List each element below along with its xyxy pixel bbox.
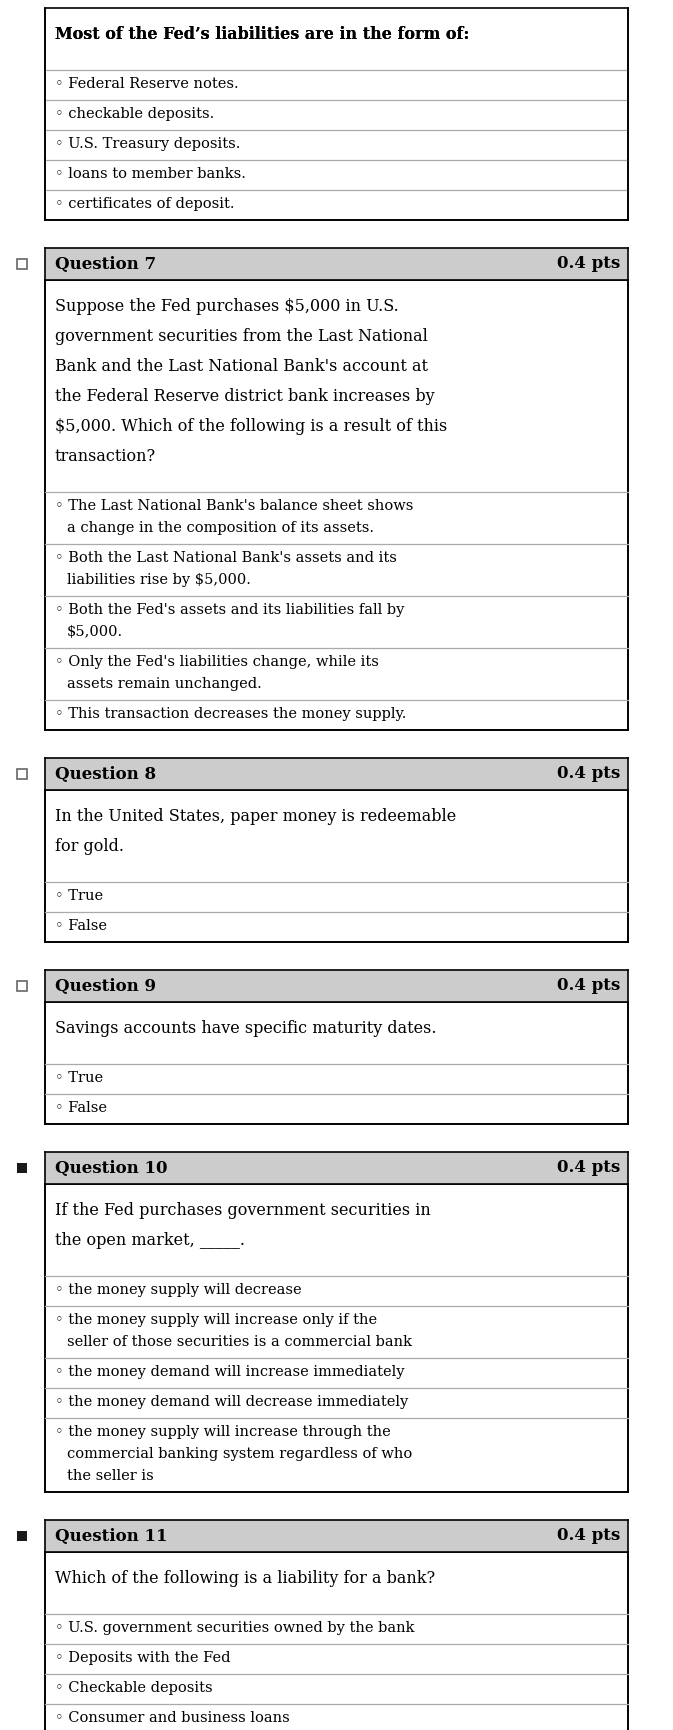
Text: ◦ Both the Last National Bank's assets and its: ◦ Both the Last National Bank's assets a…	[55, 550, 397, 566]
Text: ◦ Both the Fed's assets and its liabilities fall by: ◦ Both the Fed's assets and its liabilit…	[55, 604, 404, 618]
Text: ◦ checkable deposits.: ◦ checkable deposits.	[55, 107, 214, 121]
Text: liabilities rise by $5,000.: liabilities rise by $5,000.	[67, 573, 251, 586]
Text: assets remain unchanged.: assets remain unchanged.	[67, 676, 262, 690]
Bar	[45, 1002, 628, 1124]
Text: ◦ the money demand will increase immediately: ◦ the money demand will increase immedia…	[55, 1365, 404, 1379]
Text: a change in the composition of its assets.: a change in the composition of its asset…	[67, 521, 374, 535]
Bar	[45, 247, 628, 280]
Bar	[17, 260, 27, 268]
Text: Most of the Fed’s liabilities are in the form of:: Most of the Fed’s liabilities are in the…	[55, 26, 469, 43]
Text: the Federal Reserve district bank increases by: the Federal Reserve district bank increa…	[55, 388, 435, 405]
Text: transaction?: transaction?	[55, 448, 156, 465]
Text: 0.4 pts: 0.4 pts	[557, 977, 620, 995]
Bar	[45, 9, 628, 220]
Text: ◦ the money supply will decrease: ◦ the money supply will decrease	[55, 1284, 302, 1298]
Text: $5,000.: $5,000.	[67, 625, 123, 638]
Bar	[17, 981, 27, 991]
Bar	[17, 1531, 27, 1541]
Bar	[45, 971, 628, 1002]
Text: $5,000. Which of the following is a result of this: $5,000. Which of the following is a resu…	[55, 419, 448, 434]
Text: ◦ U.S. Treasury deposits.: ◦ U.S. Treasury deposits.	[55, 137, 240, 151]
Text: ◦ Consumer and business loans: ◦ Consumer and business loans	[55, 1711, 290, 1725]
Bar	[45, 758, 628, 791]
Text: ◦ the money supply will increase through the: ◦ the money supply will increase through…	[55, 1426, 391, 1439]
Text: ◦ True: ◦ True	[55, 889, 103, 903]
Text: ◦ U.S. government securities owned by the bank: ◦ U.S. government securities owned by th…	[55, 1621, 415, 1635]
Text: ◦ Deposits with the Fed: ◦ Deposits with the Fed	[55, 1650, 230, 1664]
Text: ◦ Federal Reserve notes.: ◦ Federal Reserve notes.	[55, 78, 239, 92]
Text: ◦ Only the Fed's liabilities change, while its: ◦ Only the Fed's liabilities change, whi…	[55, 656, 379, 670]
Text: ◦ the money demand will decrease immediately: ◦ the money demand will decrease immedia…	[55, 1394, 409, 1408]
Text: Bank and the Last National Bank's account at: Bank and the Last National Bank's accoun…	[55, 358, 428, 375]
Text: 0.4 pts: 0.4 pts	[557, 1159, 620, 1176]
Text: If the Fed purchases government securities in: If the Fed purchases government securiti…	[55, 1202, 431, 1220]
Text: Question 9: Question 9	[55, 977, 156, 995]
Bar	[45, 1183, 628, 1491]
Text: 0.4 pts: 0.4 pts	[557, 765, 620, 782]
Bar	[45, 1152, 628, 1183]
Text: ◦ The Last National Bank's balance sheet shows: ◦ The Last National Bank's balance sheet…	[55, 498, 413, 514]
Text: the seller is: the seller is	[67, 1469, 153, 1483]
Bar	[45, 1552, 628, 1730]
Text: ◦ False: ◦ False	[55, 919, 107, 932]
Text: Question 8: Question 8	[55, 765, 156, 782]
Text: Suppose the Fed purchases $5,000 in U.S.: Suppose the Fed purchases $5,000 in U.S.	[55, 298, 398, 315]
Bar	[45, 791, 628, 943]
Text: Question 7: Question 7	[55, 256, 156, 273]
Bar	[45, 280, 628, 730]
Text: seller of those securities is a commercial bank: seller of those securities is a commerci…	[67, 1336, 412, 1349]
Text: ◦ Checkable deposits: ◦ Checkable deposits	[55, 1682, 213, 1695]
Text: ◦ True: ◦ True	[55, 1071, 103, 1085]
Text: Most of the Fed’s liabilities are in the form of:: Most of the Fed’s liabilities are in the…	[55, 26, 469, 43]
Bar	[45, 1521, 628, 1552]
Text: Question 11: Question 11	[55, 1528, 168, 1545]
Text: 0.4 pts: 0.4 pts	[557, 1528, 620, 1545]
Text: 0.4 pts: 0.4 pts	[557, 256, 620, 273]
Text: Savings accounts have specific maturity dates.: Savings accounts have specific maturity …	[55, 1021, 437, 1036]
Text: Which of the following is a liability for a bank?: Which of the following is a liability fo…	[55, 1571, 435, 1586]
Text: In the United States, paper money is redeemable: In the United States, paper money is red…	[55, 808, 456, 825]
Text: Question 10: Question 10	[55, 1159, 168, 1176]
Bar	[17, 1163, 27, 1173]
Text: ◦ This transaction decreases the money supply.: ◦ This transaction decreases the money s…	[55, 708, 406, 721]
Text: commercial banking system regardless of who: commercial banking system regardless of …	[67, 1446, 413, 1462]
Text: ◦ certificates of deposit.: ◦ certificates of deposit.	[55, 197, 234, 211]
Text: the open market, _____.: the open market, _____.	[55, 1232, 245, 1249]
Text: government securities from the Last National: government securities from the Last Nati…	[55, 329, 428, 344]
Text: for gold.: for gold.	[55, 837, 124, 855]
Bar	[17, 770, 27, 778]
Text: ◦ the money supply will increase only if the: ◦ the money supply will increase only if…	[55, 1313, 377, 1327]
Text: ◦ False: ◦ False	[55, 1100, 107, 1116]
Text: ◦ loans to member banks.: ◦ loans to member banks.	[55, 168, 246, 182]
